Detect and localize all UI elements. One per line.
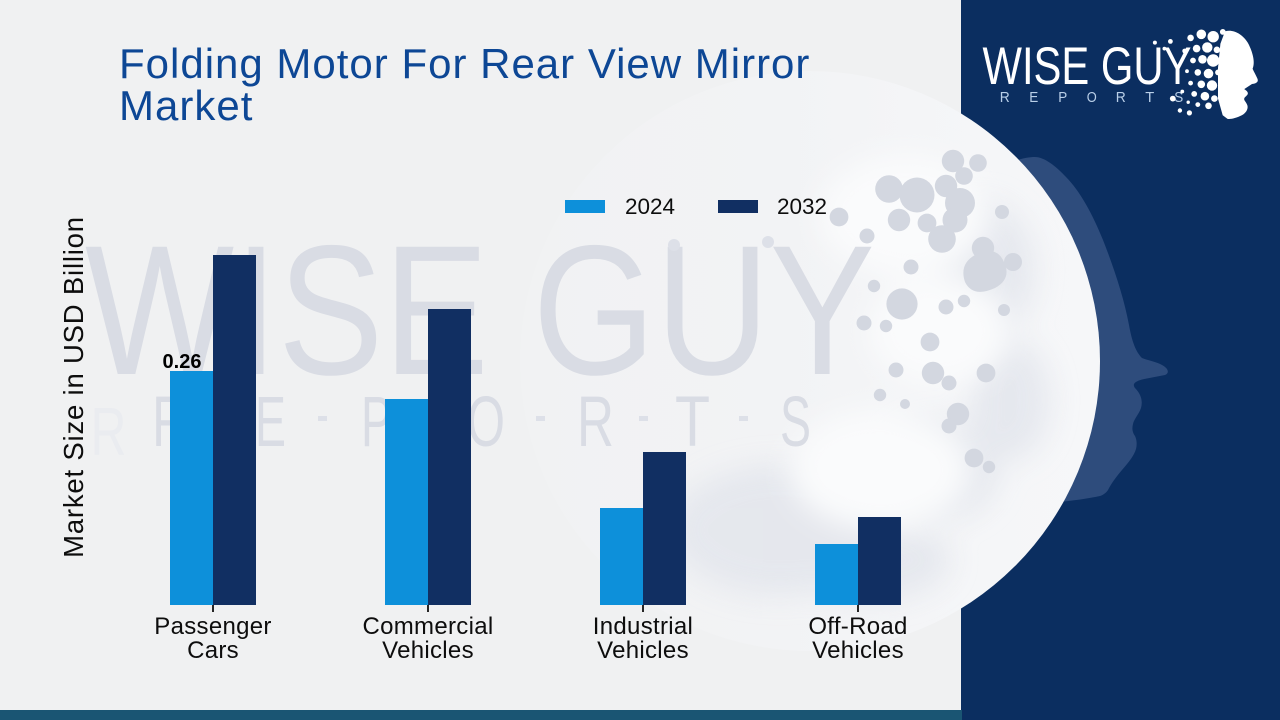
- svg-text:R: R: [577, 383, 614, 462]
- svg-text:P: P: [1058, 89, 1067, 106]
- svg-text:R: R: [1116, 89, 1126, 106]
- svg-text:WISE GUY: WISE GUY: [983, 37, 1192, 96]
- svg-text:T: T: [675, 383, 710, 462]
- svg-text:R: R: [91, 394, 127, 470]
- svg-text:R: R: [1000, 89, 1010, 106]
- svg-text:S: S: [1174, 89, 1183, 106]
- svg-text:E: E: [255, 383, 286, 462]
- svg-text:E: E: [1029, 89, 1038, 106]
- svg-text:S: S: [780, 383, 811, 462]
- svg-text:O: O: [1087, 89, 1097, 106]
- svg-text:T: T: [1145, 89, 1154, 106]
- svg-text:O: O: [467, 383, 505, 462]
